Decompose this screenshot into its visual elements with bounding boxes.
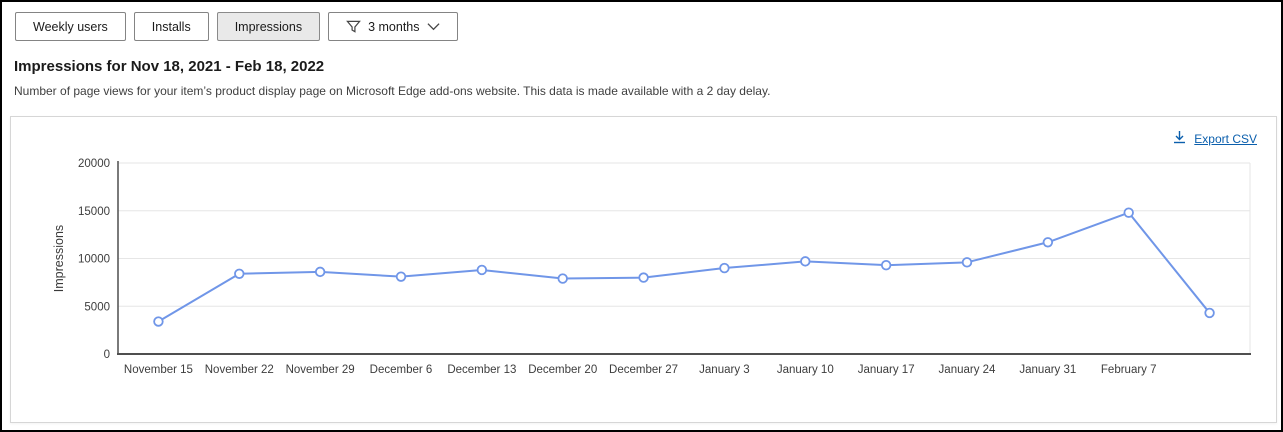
weekly-users-button[interactable]: Weekly users xyxy=(15,12,126,41)
y-tick-label: 0 xyxy=(104,349,110,361)
y-tick-label: 15000 xyxy=(78,206,110,218)
data-point[interactable] xyxy=(476,264,488,276)
x-tick-label: December 27 xyxy=(609,364,678,376)
data-point[interactable] xyxy=(395,271,407,282)
time-range-filter-dropdown[interactable]: 3 months xyxy=(328,12,458,41)
page-description: Number of page views for your item’s pro… xyxy=(14,84,771,98)
y-tick-label: 5000 xyxy=(84,301,110,313)
data-point[interactable] xyxy=(638,272,649,283)
data-point[interactable] xyxy=(234,268,245,279)
x-tick-label: February 7 xyxy=(1101,364,1157,376)
download-icon xyxy=(1173,130,1186,147)
x-tick-label: November 22 xyxy=(205,364,274,376)
y-axis-title: Impressions xyxy=(52,225,66,292)
filter-label: 3 months xyxy=(368,19,420,34)
data-point[interactable] xyxy=(719,262,730,274)
export-csv-link[interactable]: Export CSV xyxy=(1173,130,1257,147)
impressions-label: Impressions xyxy=(234,19,303,34)
chevron-down-icon xyxy=(426,22,440,31)
x-tick-label: December 20 xyxy=(528,364,597,376)
y-tick-label: 20000 xyxy=(78,158,110,170)
impressions-button[interactable]: Impressions xyxy=(216,12,321,41)
x-tick-label: January 17 xyxy=(858,364,915,376)
x-tick-label: November 15 xyxy=(124,364,193,376)
x-tick-label: January 3 xyxy=(699,364,750,376)
data-point[interactable] xyxy=(1204,307,1215,319)
filter-funnel-icon xyxy=(346,19,361,34)
installs-button[interactable]: Installs xyxy=(133,12,209,41)
metric-toolbar: Weekly users Installs Impressions 3 mont… xyxy=(15,12,458,41)
data-point[interactable] xyxy=(557,273,568,284)
data-point[interactable] xyxy=(800,256,811,267)
x-tick-label: January 10 xyxy=(777,364,834,376)
x-tick-label: December 6 xyxy=(370,364,433,376)
data-line xyxy=(157,211,1211,323)
x-tick-label: November 29 xyxy=(286,364,355,376)
x-tick-label: January 31 xyxy=(1019,364,1076,376)
data-point[interactable] xyxy=(153,316,164,327)
x-tick-label: December 13 xyxy=(447,364,516,376)
data-point[interactable] xyxy=(1123,207,1134,218)
y-tick-label: 10000 xyxy=(78,254,110,266)
x-tick-label: January 24 xyxy=(939,364,997,376)
data-point[interactable] xyxy=(1042,237,1054,248)
chart-panel: Export CSV 0 5000 10000 15000 20000 Impressio… xyxy=(10,116,1277,423)
chart-canvas: 0 5000 10000 15000 20000 Impressions November … xyxy=(52,158,1251,376)
weekly-users-label: Weekly users xyxy=(33,19,108,34)
data-point[interactable] xyxy=(880,259,892,271)
page-title: Impressions for Nov 18, 2021 - Feb 18, 2… xyxy=(14,58,325,75)
export-csv-label: Export CSV xyxy=(1194,131,1257,146)
data-point[interactable] xyxy=(314,266,326,278)
data-point[interactable] xyxy=(961,257,973,268)
installs-label: Installs xyxy=(151,19,191,34)
impressions-line-chart: 0 5000 10000 15000 20000 Impressions November … xyxy=(11,117,1276,422)
